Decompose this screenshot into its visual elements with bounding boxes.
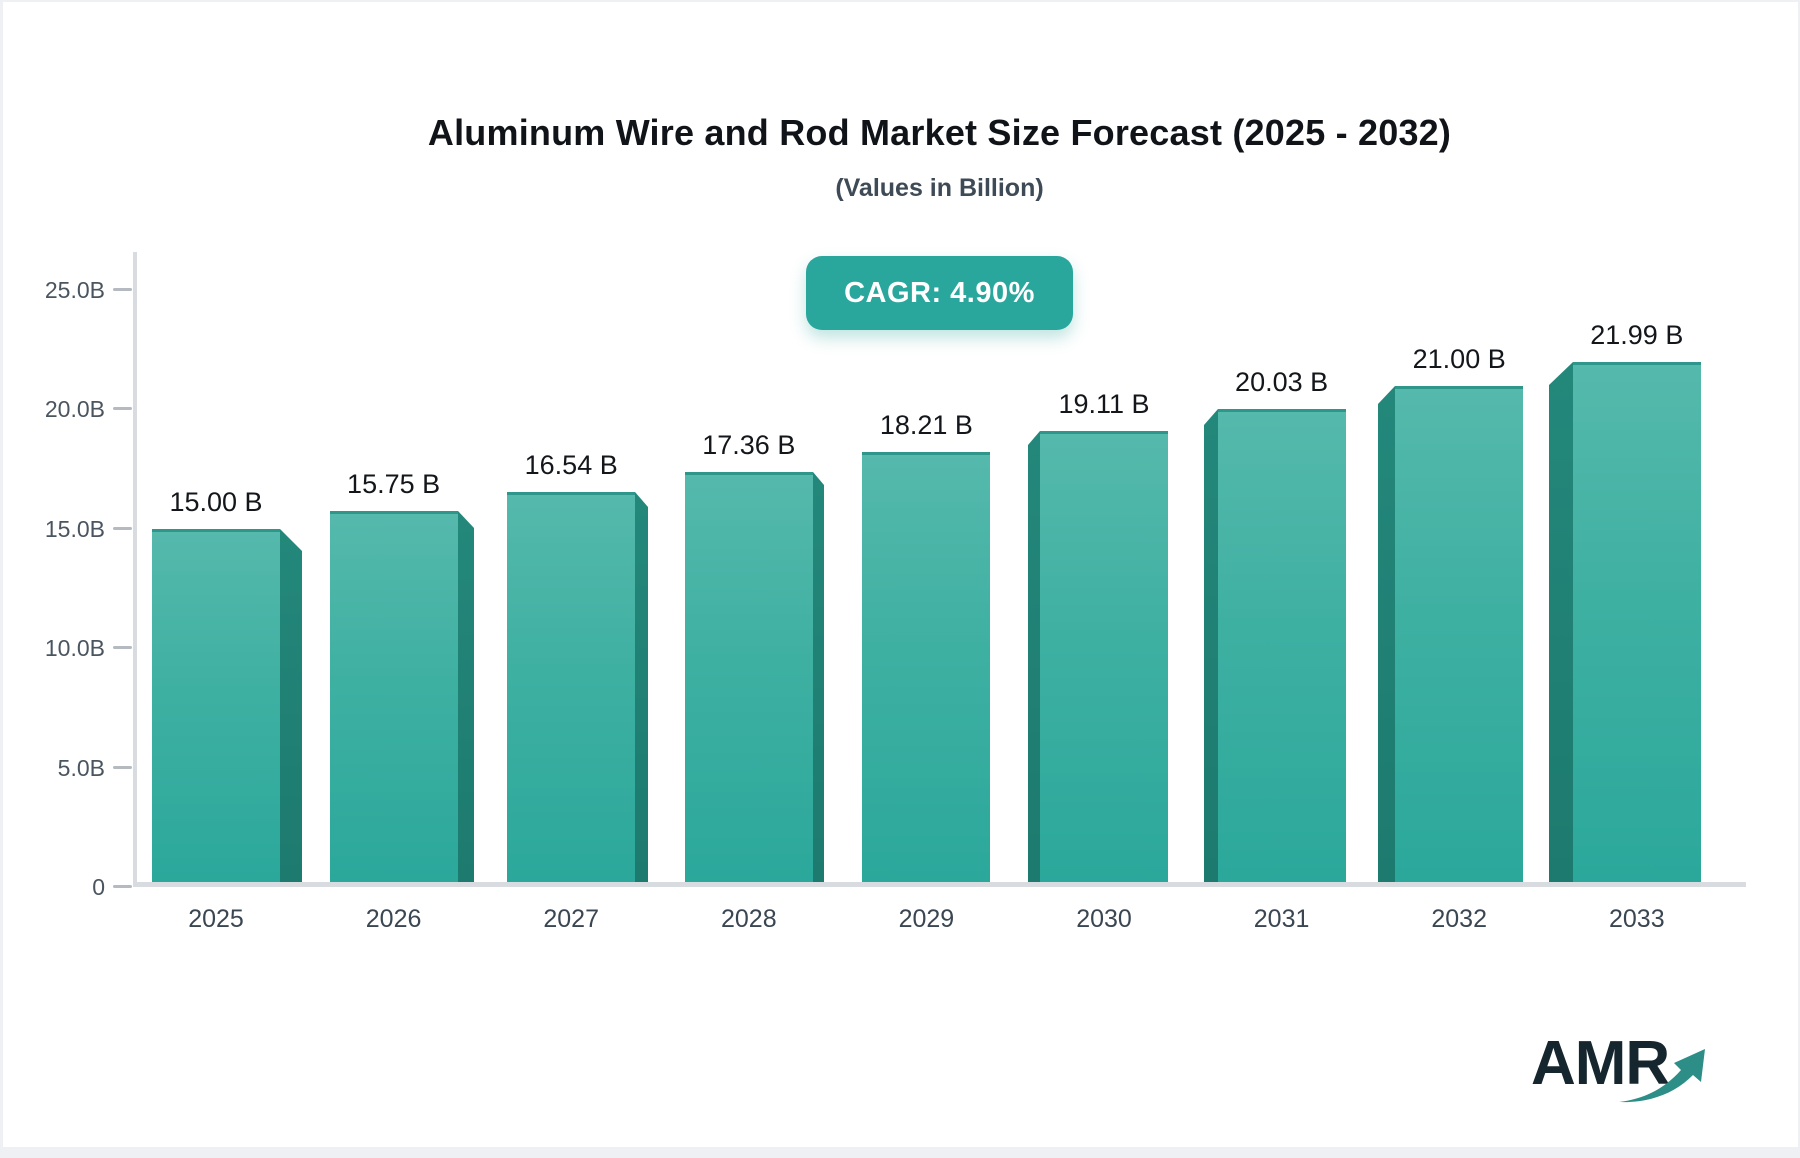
bar-value-label-2029: 18.21 B — [879, 410, 973, 440]
y-axis-tick-label: 20.0B — [44, 396, 105, 423]
bar-value-label-2026: 15.75 B — [347, 469, 441, 499]
bar-2032 — [1395, 386, 1523, 882]
bar-2026 — [330, 511, 458, 882]
cagr-badge: CAGR: 4.90% — [806, 256, 1073, 330]
y-axis-tick-label: 10.0B — [44, 635, 105, 662]
bar-value-label-2033: 21.99 B — [1590, 320, 1684, 350]
x-axis-label-2031: 2031 — [1253, 905, 1310, 933]
bar-3d-side-2030 — [1028, 431, 1040, 882]
y-axis-tick-label: 5.0B — [57, 754, 105, 781]
x-axis-label-2028: 2028 — [720, 905, 777, 933]
growth-arrow-icon — [1619, 1049, 1705, 1103]
bar-3d-side-2033 — [1549, 362, 1573, 882]
x-axis-label-2030: 2030 — [1076, 905, 1132, 933]
bar-2033 — [1573, 362, 1701, 882]
y-axis-tick-mark — [113, 407, 132, 411]
amr-logo: AMR — [1531, 1028, 1711, 1108]
x-axis-label-2025: 2025 — [188, 905, 244, 933]
bar-value-label-2028: 17.36 B — [702, 430, 796, 460]
chart-subtitle: (Values in Billion) — [835, 174, 1044, 202]
bar-2029 — [862, 452, 990, 882]
x-axis-label-2033: 2033 — [1608, 905, 1665, 933]
bar-2025 — [152, 529, 280, 882]
bar-3d-side-2027 — [635, 492, 648, 882]
chart-page: Aluminum Wire and Rod Market Size Foreca… — [3, 2, 1798, 1147]
bar-2028 — [685, 472, 813, 882]
y-axis-tick-mark — [113, 288, 132, 291]
x-axis-line — [133, 882, 1746, 887]
y-axis-tick-mark — [113, 646, 132, 650]
y-axis-line — [133, 252, 137, 887]
x-axis-label-2026: 2026 — [365, 905, 422, 933]
bar-value-label-2030: 19.11 B — [1058, 389, 1150, 419]
bar-3d-side-2031 — [1204, 409, 1218, 882]
bar-3d-side-2028 — [813, 472, 824, 882]
bar-value-label-2025: 15.00 B — [169, 487, 263, 517]
chart-title: Aluminum Wire and Rod Market Size Foreca… — [427, 112, 1452, 153]
y-axis-tick-mark — [113, 765, 132, 769]
y-axis-tick-mark — [113, 885, 132, 888]
bar-3d-side-2025 — [280, 529, 302, 882]
bar-2030 — [1040, 431, 1168, 882]
bar-value-label-2032: 21.00 B — [1412, 344, 1506, 374]
y-axis-tick-label: 15.0B — [44, 515, 105, 542]
x-axis-label-2029: 2029 — [898, 905, 955, 933]
bar-2031 — [1218, 409, 1346, 882]
y-axis-tick-label: 0 — [92, 874, 105, 900]
bar-3d-side-2032 — [1378, 386, 1395, 882]
x-axis-label-2027: 2027 — [543, 905, 599, 933]
x-axis-label-2032: 2032 — [1431, 905, 1487, 933]
y-axis-tick-label: 25.0B — [44, 277, 105, 303]
bar-2027 — [507, 492, 635, 882]
bar-3d-side-2026 — [458, 511, 474, 882]
amr-logo-text: AMR — [1531, 1029, 1670, 1098]
cagr-badge-wrap: CAGR: 4.90% — [136, 256, 1743, 330]
bar-value-label-2031: 20.03 B — [1235, 367, 1329, 397]
y-axis-tick-mark — [113, 526, 132, 530]
bar-value-label-2027: 16.54 B — [524, 450, 618, 480]
